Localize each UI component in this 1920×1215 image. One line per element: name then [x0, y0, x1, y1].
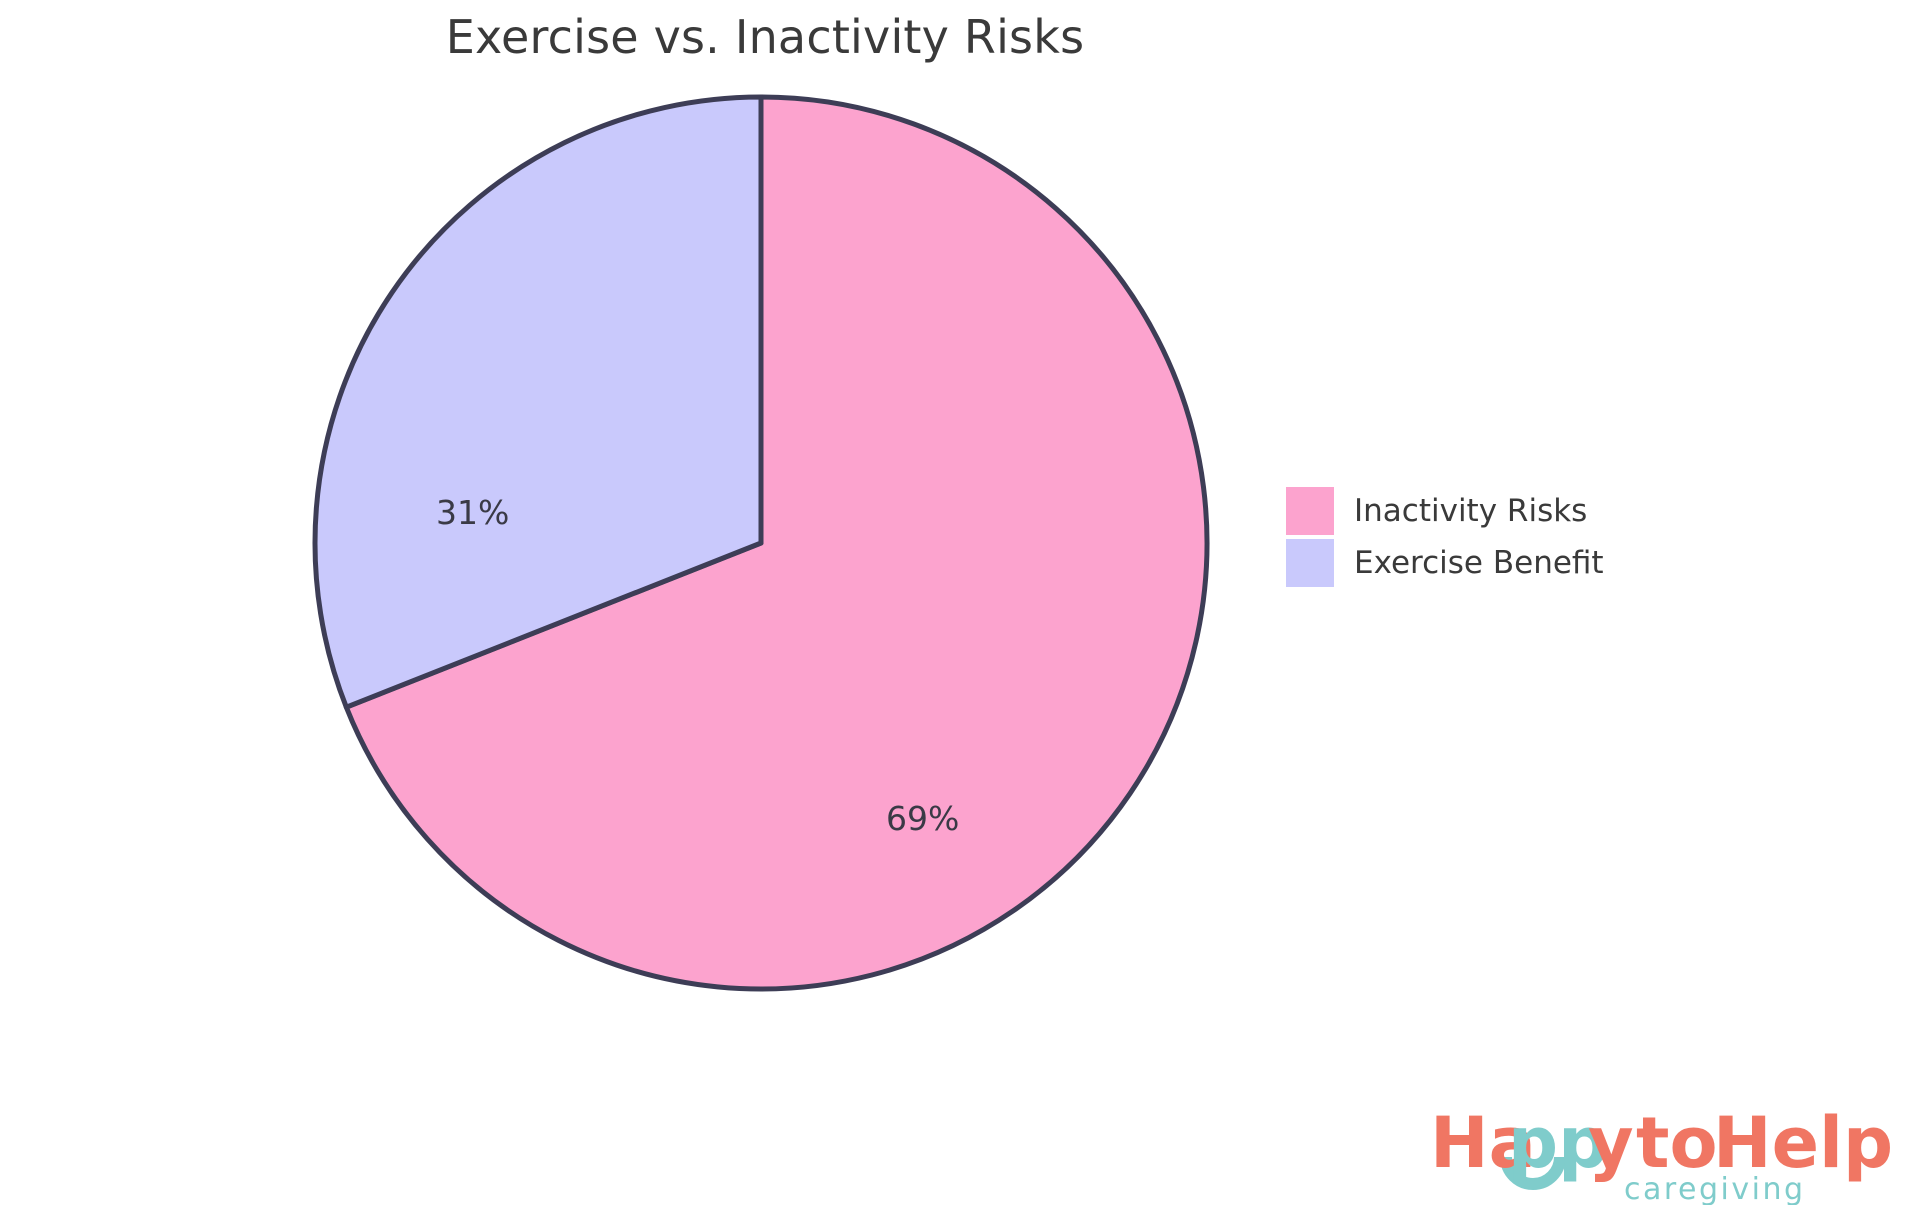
- legend-item-exercise-benefit[interactable]: Exercise Benefit: [1286, 539, 1604, 587]
- logo-text-to: to: [1636, 1102, 1718, 1184]
- chart-title: Exercise vs. Inactivity Risks: [445, 10, 1085, 64]
- pie-slice-label-exercise-benefit: 31%: [436, 493, 510, 532]
- smile-icon: [1500, 1156, 1566, 1190]
- legend-label-inactivity-risks: Inactivity Risks: [1354, 492, 1588, 529]
- pie-chart-area: 69% 31%: [311, 93, 1211, 993]
- logo-text-help: Help: [1713, 1102, 1893, 1184]
- chart-legend: Inactivity Risks Exercise Benefit: [1286, 487, 1604, 587]
- brand-logo-svg: Ha pp y to Help caregiving: [1430, 1102, 1893, 1205]
- pie-svg: [312, 94, 1210, 992]
- pie-slice-label-inactivity-risks: 69%: [886, 799, 960, 838]
- brand-logo: Ha pp y to Help caregiving: [1428, 1095, 1898, 1205]
- pie-slice-inactivity-risks[interactable]: [343, 94, 1210, 992]
- legend-swatch-inactivity-risks: [1286, 487, 1334, 535]
- legend-label-exercise-benefit: Exercise Benefit: [1354, 544, 1604, 581]
- legend-swatch-exercise-benefit: [1286, 539, 1334, 587]
- logo-text-happy-ha: Ha: [1430, 1102, 1536, 1184]
- logo-text-happy-y: y: [1588, 1102, 1634, 1184]
- legend-item-inactivity-risks[interactable]: Inactivity Risks: [1286, 487, 1604, 535]
- pie-slice-exercise-benefit[interactable]: [312, 94, 764, 710]
- logo-tagline: caregiving: [1624, 1172, 1806, 1205]
- logo-text-happy-pp: pp: [1508, 1102, 1608, 1184]
